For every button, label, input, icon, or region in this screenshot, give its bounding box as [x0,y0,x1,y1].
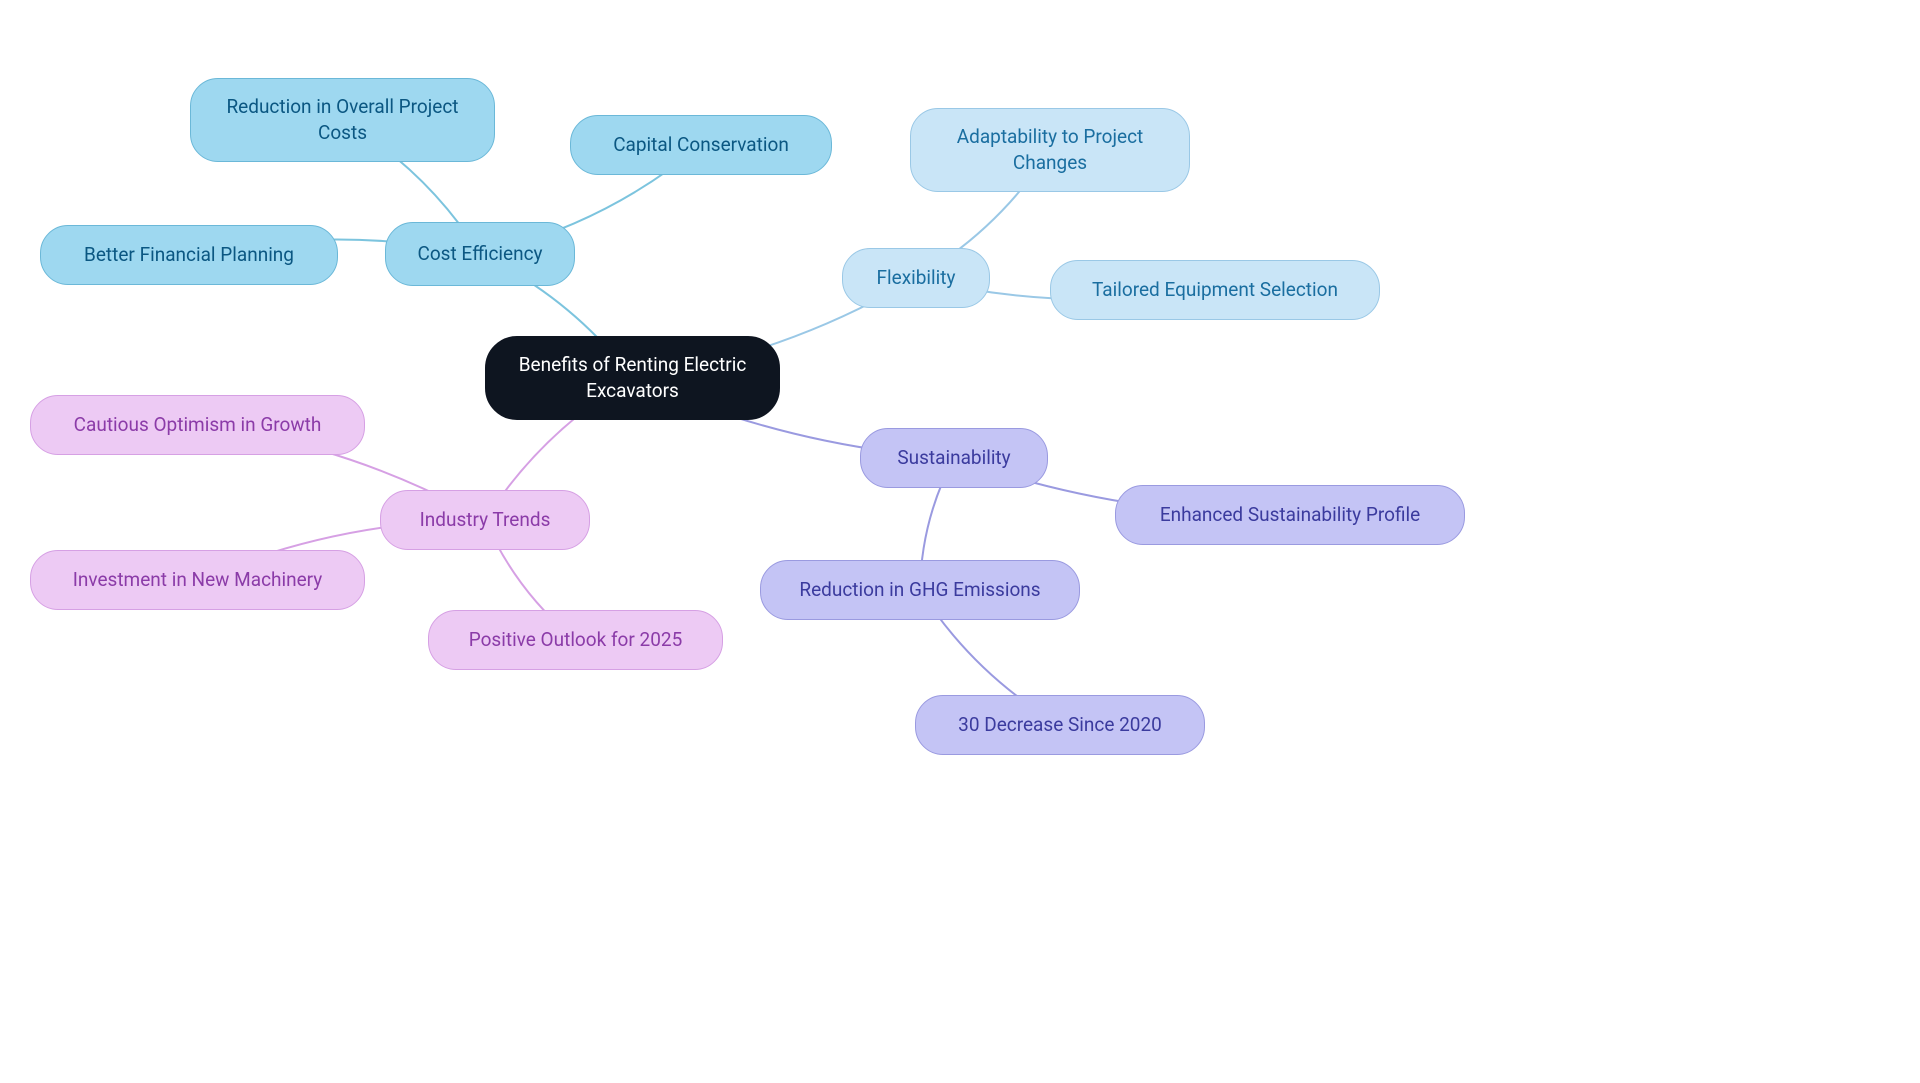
leaf-flexibility-1: Tailored Equipment Selection [1050,260,1380,320]
leaf-cost_efficiency-1: Better Financial Planning [40,225,338,285]
leaf-sustainability-1: Reduction in GHG Emissions [760,560,1080,620]
leaf-industry_trends-1: Investment in New Machinery [30,550,365,610]
branch-industry_trends: Industry Trends [380,490,590,550]
branch-cost_efficiency: Cost Efficiency [385,222,575,286]
branch-sustainability: Sustainability [860,428,1048,488]
branch-flexibility: Flexibility [842,248,990,308]
leaf-cost_efficiency-0: Reduction in Overall ProjectCosts [190,78,495,162]
leaf-sustainability-1-0: 30 Decrease Since 2020 [915,695,1205,755]
leaf-flexibility-0: Adaptability to ProjectChanges [910,108,1190,192]
leaf-industry_trends-2: Positive Outlook for 2025 [428,610,723,670]
leaf-sustainability-0: Enhanced Sustainability Profile [1115,485,1465,545]
center-node: Benefits of Renting ElectricExcavators [485,336,780,420]
leaf-cost_efficiency-2: Capital Conservation [570,115,832,175]
leaf-industry_trends-0: Cautious Optimism in Growth [30,395,365,455]
